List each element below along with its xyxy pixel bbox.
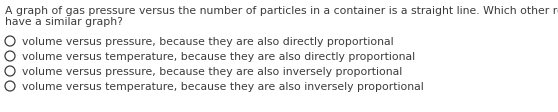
Text: have a similar graph?: have a similar graph? bbox=[5, 17, 123, 27]
Text: volume versus pressure, because they are also directly proportional: volume versus pressure, because they are… bbox=[22, 37, 393, 47]
Text: A graph of gas pressure versus the number of particles in a container is a strai: A graph of gas pressure versus the numbe… bbox=[5, 6, 558, 16]
Text: volume versus temperature, because they are also directly proportional: volume versus temperature, because they … bbox=[22, 52, 415, 61]
Text: volume versus pressure, because they are also inversely proportional: volume versus pressure, because they are… bbox=[22, 66, 402, 76]
Text: volume versus temperature, because they are also inversely proportional: volume versus temperature, because they … bbox=[22, 81, 424, 91]
